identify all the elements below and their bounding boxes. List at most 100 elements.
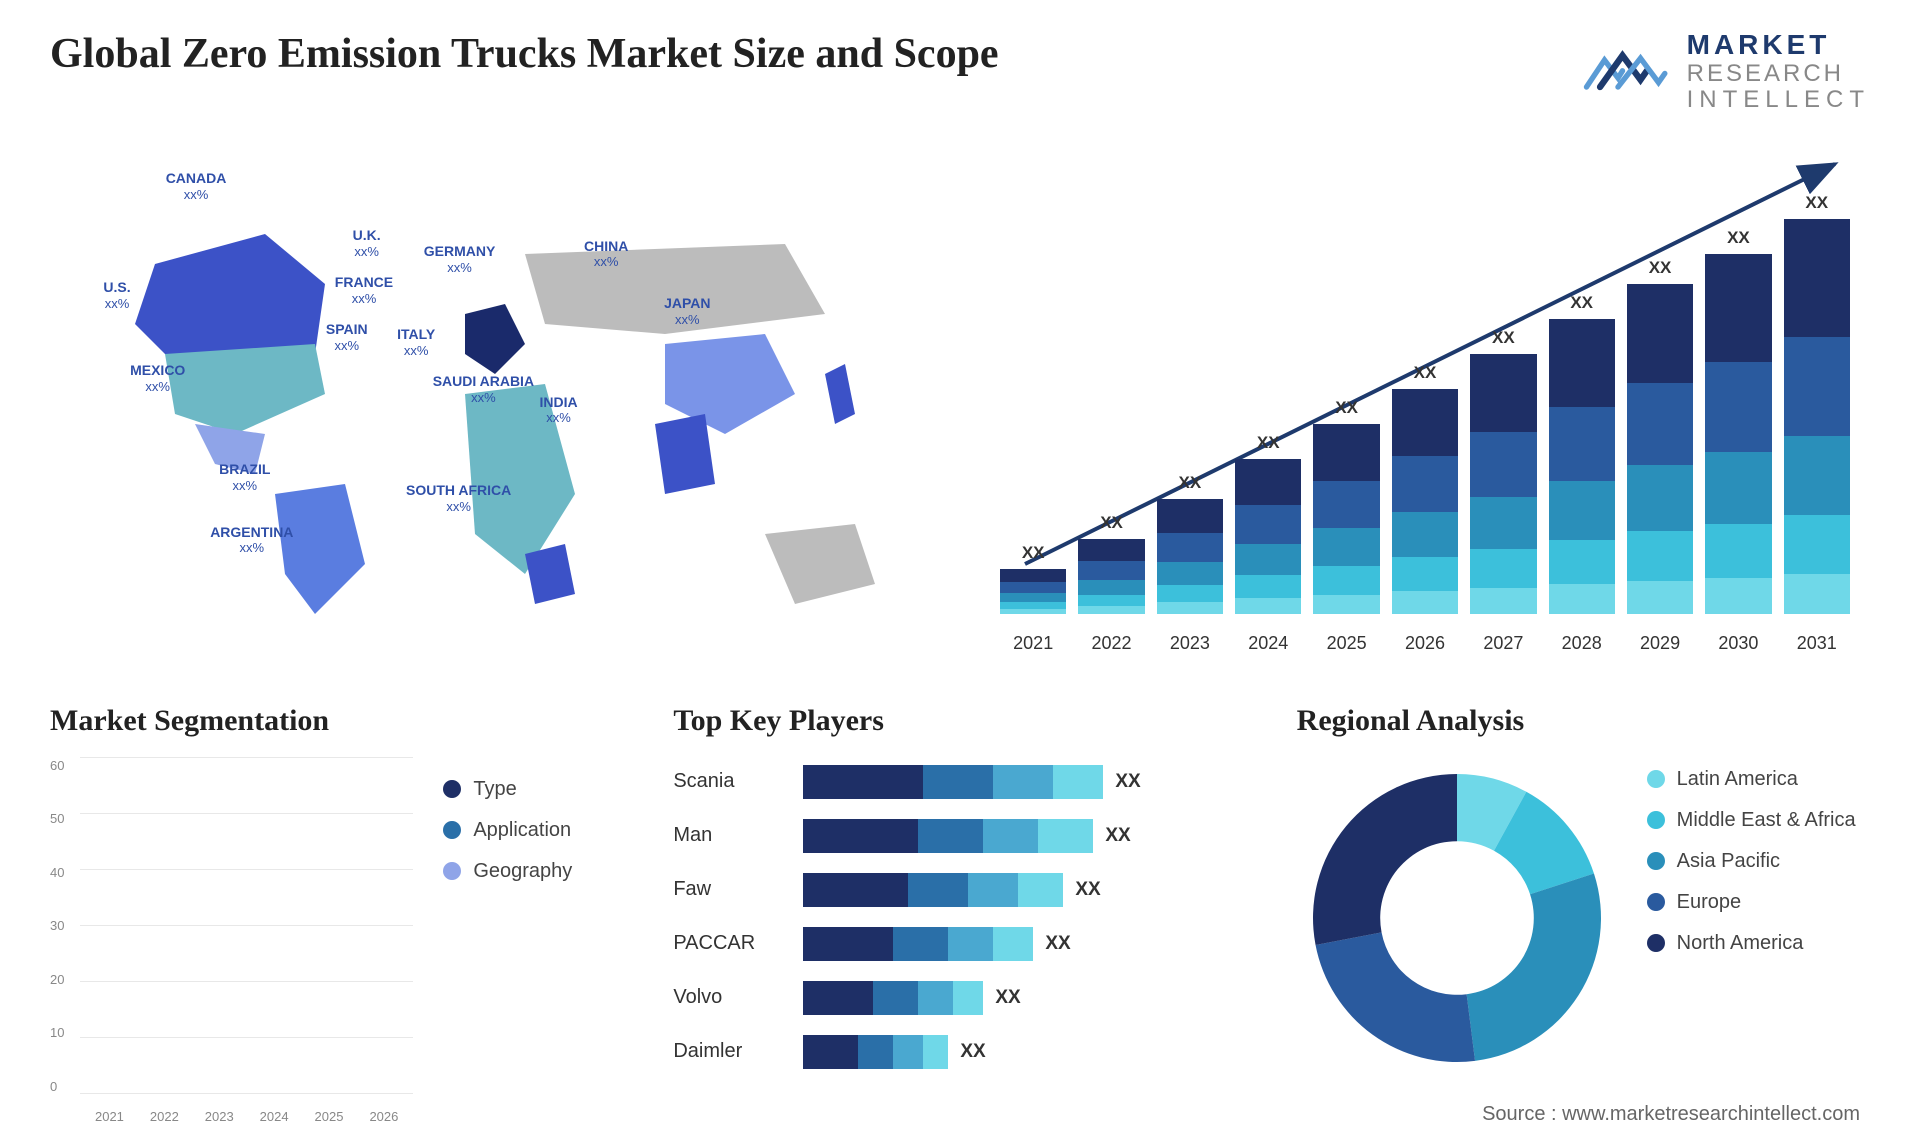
- reg-legend-item: Latin America: [1647, 768, 1856, 791]
- kp-name: Faw: [673, 878, 803, 901]
- page-title: Global Zero Emission Trucks Market Size …: [50, 30, 999, 78]
- growth-seg: [1784, 515, 1850, 574]
- legend-label: North America: [1677, 932, 1804, 955]
- growth-seg: [1705, 254, 1771, 362]
- growth-seg: [1235, 459, 1301, 506]
- kp-bar: [803, 873, 1063, 907]
- map-label-italy: ITALYxx%: [397, 326, 435, 358]
- growth-bar-2028: XX: [1549, 293, 1615, 614]
- kp-seg: [1038, 819, 1093, 853]
- growth-seg: [1627, 284, 1693, 383]
- growth-seg: [1627, 531, 1693, 581]
- growth-seg: [1470, 354, 1536, 432]
- kp-seg: [893, 927, 948, 961]
- growth-value-label: XX: [1570, 293, 1593, 313]
- world-map: CANADAxx%U.S.xx%MEXICOxx%BRAZILxx%ARGENT…: [50, 134, 940, 654]
- map-region-india: [655, 414, 715, 494]
- growth-bar-2027: XX: [1470, 328, 1536, 614]
- kp-seg: [993, 765, 1053, 799]
- source-attribution: Source : www.marketresearchintellect.com: [1482, 1103, 1860, 1126]
- growth-bar-2030: XX: [1705, 228, 1771, 614]
- kp-value: XX: [1075, 879, 1100, 901]
- header: Global Zero Emission Trucks Market Size …: [50, 30, 1870, 114]
- logo-line2: RESEARCH: [1687, 61, 1870, 87]
- reg-legend-item: Middle East & Africa: [1647, 809, 1856, 832]
- growth-xlabel: 2028: [1549, 633, 1615, 654]
- seg-ytick: 60: [50, 758, 80, 773]
- legend-dot-icon: [443, 780, 461, 798]
- key-players-chart: ScaniaXXManXXFawXXPACCARXXVolvoXXDaimler…: [673, 758, 1246, 1124]
- kp-seg: [983, 819, 1038, 853]
- growth-value-label: XX: [1179, 473, 1202, 493]
- kp-name: Scania: [673, 770, 803, 793]
- growth-seg: [1784, 219, 1850, 338]
- growth-seg: [1000, 593, 1066, 602]
- seg-ytick: 40: [50, 865, 80, 880]
- map-label-argentina: ARGENTINAxx%: [210, 524, 293, 556]
- growth-bar-2025: XX: [1313, 398, 1379, 614]
- growth-value-label: XX: [1414, 363, 1437, 383]
- key-players-title: Top Key Players: [673, 704, 1246, 738]
- donut-slice-2: [1466, 873, 1600, 1060]
- kp-seg: [1018, 873, 1063, 907]
- growth-seg: [1313, 481, 1379, 529]
- kp-name: PACCAR: [673, 932, 803, 955]
- map-region-aus: [765, 524, 875, 604]
- growth-bar-2029: XX: [1627, 258, 1693, 614]
- kp-name: Volvo: [673, 986, 803, 1009]
- kp-seg: [948, 927, 993, 961]
- bottom-row: Market Segmentation 0102030405060 202120…: [50, 704, 1870, 1124]
- logo-line3: INTELLECT: [1687, 87, 1870, 113]
- growth-xlabel: 2030: [1705, 633, 1771, 654]
- map-label-canada: CANADAxx%: [166, 170, 227, 202]
- growth-seg: [1392, 389, 1458, 457]
- growth-seg: [1784, 436, 1850, 515]
- legend-dot-icon: [1647, 811, 1665, 829]
- growth-seg: [1000, 609, 1066, 614]
- growth-xlabel: 2023: [1157, 633, 1223, 654]
- regional-title: Regional Analysis: [1297, 704, 1870, 738]
- legend-label: Application: [473, 819, 571, 842]
- growth-bar-2021: XX: [1000, 543, 1066, 614]
- growth-seg: [1313, 528, 1379, 566]
- segmentation-legend: Type Application Geography: [443, 758, 623, 1124]
- growth-seg: [1470, 497, 1536, 549]
- map-label-mexico: MEXICOxx%: [130, 362, 185, 394]
- growth-seg: [1313, 595, 1379, 614]
- kp-seg: [923, 765, 993, 799]
- map-label-germany: GERMANYxx%: [424, 243, 496, 275]
- kp-seg: [918, 819, 983, 853]
- kp-value: XX: [1105, 825, 1130, 847]
- donut-slice-3: [1315, 932, 1474, 1062]
- kp-value: XX: [1045, 933, 1070, 955]
- growth-seg: [1705, 524, 1771, 578]
- segmentation-title: Market Segmentation: [50, 704, 623, 738]
- map-label-france: FRANCExx%: [335, 274, 393, 306]
- seg-legend-item: Geography: [443, 860, 623, 883]
- growth-seg: [1157, 499, 1223, 534]
- growth-seg: [1549, 481, 1615, 540]
- seg-legend-item: Type: [443, 778, 623, 801]
- map-label-saudi-arabia: SAUDI ARABIAxx%: [433, 373, 534, 405]
- kp-bar: [803, 1035, 948, 1069]
- legend-dot-icon: [1647, 934, 1665, 952]
- kp-bar: [803, 819, 1093, 853]
- growth-xlabel: 2021: [1000, 633, 1066, 654]
- growth-seg: [1000, 602, 1066, 609]
- growth-seg: [1157, 602, 1223, 614]
- kp-value: XX: [960, 1041, 985, 1063]
- legend-dot-icon: [443, 862, 461, 880]
- map-region-eu: [465, 304, 525, 374]
- seg-xlabel: 2023: [194, 1109, 245, 1124]
- growth-seg: [1078, 539, 1144, 562]
- map-region-us: [165, 344, 325, 434]
- growth-seg: [1470, 549, 1536, 588]
- map-label-japan: JAPANxx%: [664, 295, 710, 327]
- legend-label: Latin America: [1677, 768, 1798, 791]
- kp-name: Daimler: [673, 1040, 803, 1063]
- seg-ytick: 0: [50, 1079, 80, 1094]
- growth-seg: [1705, 578, 1771, 614]
- growth-bar-2024: XX: [1235, 433, 1301, 614]
- growth-value-label: XX: [1805, 193, 1828, 213]
- world-map-panel: CANADAxx%U.S.xx%MEXICOxx%BRAZILxx%ARGENT…: [50, 134, 940, 654]
